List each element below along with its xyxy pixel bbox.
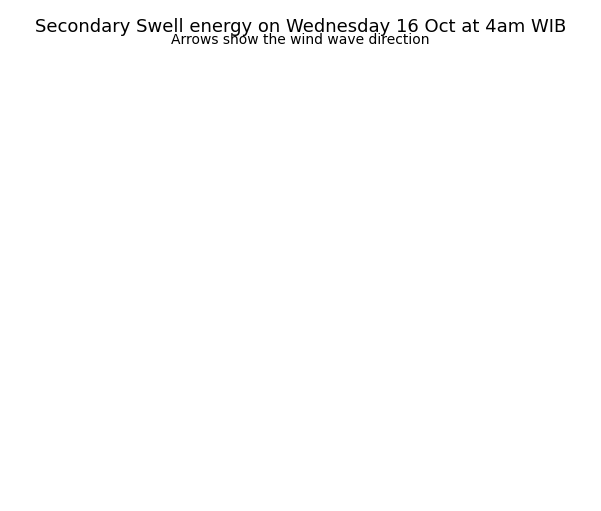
Text: Secondary Swell energy on Wednesday 16 Oct at 4am WIB: Secondary Swell energy on Wednesday 16 O… [35, 18, 566, 36]
Text: Arrows show the wind wave direction: Arrows show the wind wave direction [171, 33, 430, 47]
